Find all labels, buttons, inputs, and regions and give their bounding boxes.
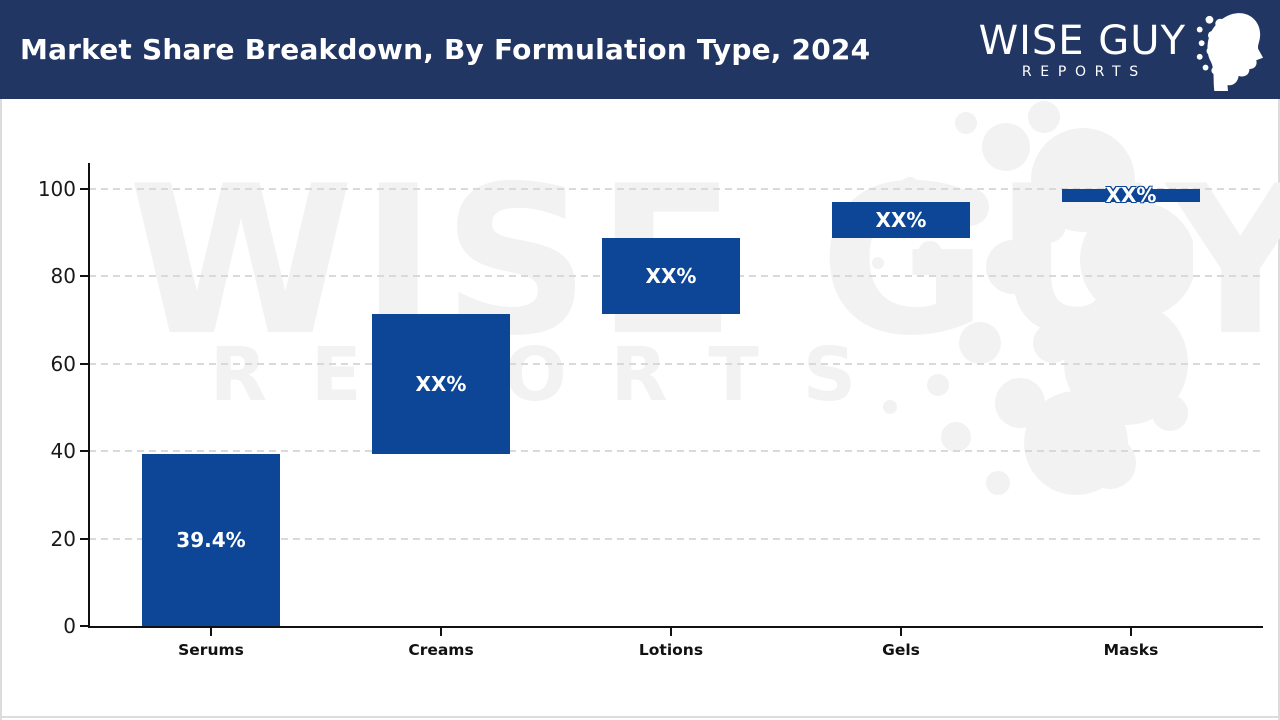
x-tickmark-creams — [440, 628, 442, 636]
x-tickmark-lotions — [670, 628, 672, 636]
x-category-label-masks: Masks — [1103, 641, 1159, 659]
bar-value-label-gels: XX% — [875, 208, 927, 232]
bar-masks — [1062, 188, 1200, 203]
x-category-label-gels: Gels — [882, 641, 920, 659]
x-category-label-creams: Creams — [408, 641, 474, 659]
watermark-text-line2: REPORTS — [210, 332, 901, 418]
logo-wordmark-line1: WISE GUY — [978, 17, 1186, 64]
y-tick-label-40: 40 — [50, 439, 76, 463]
bar-creams — [372, 314, 510, 454]
x-axis-spine — [88, 626, 1263, 628]
bar-value-label-masks: XX% — [1105, 183, 1157, 208]
page-bottom-rule — [0, 716, 1280, 718]
logo-wordmark-line2: REPORTS — [1021, 63, 1147, 80]
y-tickmark-0 — [80, 625, 88, 627]
y-tick-label-20: 20 — [50, 526, 76, 551]
logo-wordmark: WISE GUY REPORTS — [979, 21, 1186, 79]
wise-guy-logo: WISE GUY REPORTS — [979, 8, 1266, 92]
y-tick-label-60: 60 — [50, 351, 76, 376]
x-tickmark-gels — [900, 628, 902, 636]
x-tickmark-masks — [1130, 628, 1132, 636]
bar-value-label-serums: 39.4% — [176, 527, 246, 552]
gridline-y20 — [89, 537, 1263, 540]
x-category-label-serums: Serums — [178, 641, 244, 659]
gridline-y60 — [89, 362, 1263, 365]
y-tickmark-40 — [80, 450, 88, 452]
y-tickmark-20 — [80, 537, 88, 540]
bar-serums — [142, 453, 280, 626]
watermark-head-graphic — [872, 101, 1193, 495]
y-tickmark-80 — [80, 275, 88, 277]
y-tick-label-80: 80 — [50, 264, 76, 288]
y-tick-label-100: 100 — [37, 176, 76, 201]
gridline-y100 — [89, 187, 1263, 190]
bar-value-label-lotions: XX% — [645, 264, 697, 288]
bar-value-label-creams: XX% — [415, 371, 467, 396]
page-title: Market Share Breakdown, By Formulation T… — [20, 33, 871, 66]
logo-head-profile-icon — [1196, 12, 1264, 91]
header-bar: Market Share Breakdown, By Formulation T… — [0, 0, 1280, 99]
y-axis-spine — [88, 163, 90, 628]
bar-gels — [832, 202, 970, 238]
y-tickmark-100 — [80, 187, 88, 190]
gridline-y40 — [89, 450, 1263, 452]
x-category-label-lotions: Lotions — [638, 641, 704, 659]
y-tick-label-0: 0 — [63, 614, 76, 638]
bar-lotions — [602, 237, 740, 315]
y-tickmark-60 — [80, 362, 88, 365]
x-tickmark-serums — [210, 628, 212, 636]
